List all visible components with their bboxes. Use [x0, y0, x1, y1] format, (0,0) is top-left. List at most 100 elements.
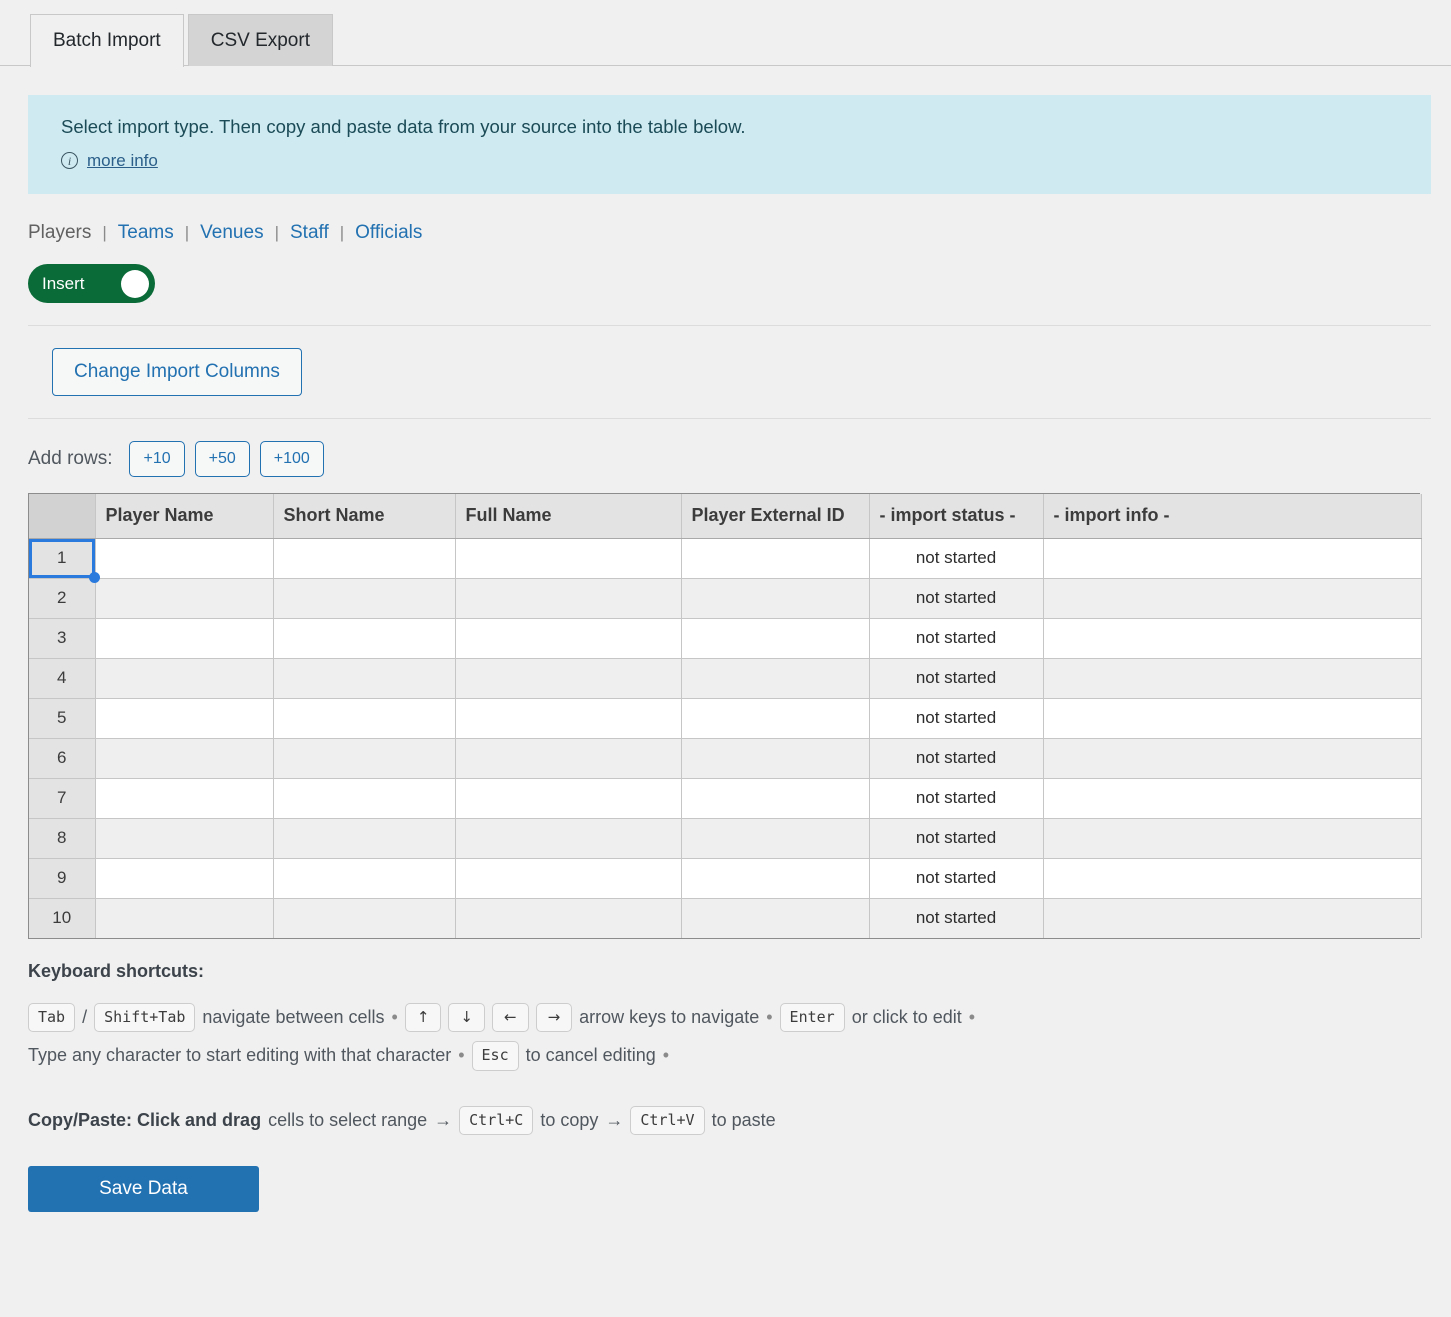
- cell-external-id[interactable]: [681, 818, 870, 859]
- cell-full-name[interactable]: [455, 698, 682, 739]
- cell-external-id[interactable]: [681, 658, 870, 699]
- row-number-cell[interactable]: 7: [29, 778, 96, 819]
- save-data-button[interactable]: Save Data: [28, 1165, 259, 1212]
- cell-player-name[interactable]: [95, 578, 274, 619]
- cell-full-name[interactable]: [455, 738, 682, 779]
- key-shift-tab[interactable]: Shift+Tab: [94, 1003, 196, 1033]
- cell-import-info[interactable]: [1043, 578, 1422, 619]
- cell-short-name[interactable]: [273, 658, 456, 699]
- cell-import-status[interactable]: not started: [869, 858, 1044, 899]
- cell-full-name[interactable]: [455, 858, 682, 899]
- row-number-cell[interactable]: 4: [29, 658, 96, 699]
- cell-player-name[interactable]: [95, 698, 274, 739]
- cell-import-status[interactable]: not started: [869, 578, 1044, 619]
- key-arrow-right[interactable]: →: [535, 1003, 573, 1033]
- row-number-cell[interactable]: 9: [29, 858, 96, 899]
- more-info-link[interactable]: more info: [87, 150, 158, 170]
- cell-player-name[interactable]: [95, 818, 274, 859]
- column-header-player-name[interactable]: Player Name: [95, 494, 274, 539]
- cell-full-name[interactable]: [455, 778, 682, 819]
- cell-short-name[interactable]: [273, 778, 456, 819]
- cell-short-name[interactable]: [273, 578, 456, 619]
- cell-import-status[interactable]: not started: [869, 818, 1044, 859]
- cell-import-status[interactable]: not started: [869, 538, 1044, 579]
- row-number-cell[interactable]: 1: [29, 538, 100, 583]
- column-header-import-info[interactable]: - import info -: [1043, 494, 1422, 539]
- cell-import-info[interactable]: [1043, 618, 1422, 659]
- key-arrow-up[interactable]: ↑: [404, 1003, 442, 1033]
- row-number-cell[interactable]: 3: [29, 618, 96, 659]
- cell-external-id[interactable]: [681, 578, 870, 619]
- cell-external-id[interactable]: [681, 738, 870, 779]
- column-header-short-name[interactable]: Short Name: [273, 494, 456, 539]
- key-arrow-left[interactable]: ←: [491, 1003, 529, 1033]
- nav-item-staff[interactable]: Staff: [290, 222, 329, 243]
- key-esc[interactable]: Esc: [471, 1041, 519, 1071]
- cell-import-status[interactable]: not started: [869, 898, 1044, 938]
- cell-external-id[interactable]: [681, 898, 870, 938]
- cell-import-status[interactable]: not started: [869, 698, 1044, 739]
- tab-csv-export[interactable]: CSV Export: [187, 14, 333, 66]
- row-number-cell[interactable]: 2: [29, 578, 96, 619]
- cell-short-name[interactable]: [273, 818, 456, 859]
- cell-short-name[interactable]: [273, 738, 456, 779]
- change-import-columns-button[interactable]: Change Import Columns: [52, 348, 302, 396]
- cell-external-id[interactable]: [681, 698, 870, 739]
- cell-player-name[interactable]: [95, 858, 274, 899]
- cell-player-name[interactable]: [95, 898, 274, 938]
- column-header-full-name[interactable]: Full Name: [455, 494, 682, 539]
- cell-player-name[interactable]: [95, 618, 274, 659]
- add-rows-50-button[interactable]: +50: [194, 441, 250, 477]
- key-ctrl-v[interactable]: Ctrl+V: [630, 1105, 705, 1135]
- nav-item-teams[interactable]: Teams: [117, 222, 174, 243]
- row-number-cell[interactable]: 6: [29, 738, 96, 779]
- add-rows-100-button[interactable]: +100: [259, 441, 324, 477]
- cell-import-info[interactable]: [1043, 858, 1422, 899]
- cell-short-name[interactable]: [273, 538, 456, 579]
- key-enter[interactable]: Enter: [779, 1003, 845, 1033]
- cell-full-name[interactable]: [455, 898, 682, 938]
- fill-handle-icon[interactable]: [88, 571, 100, 583]
- cell-external-id[interactable]: [681, 858, 870, 899]
- cell-import-info[interactable]: [1043, 818, 1422, 859]
- cell-short-name[interactable]: [273, 698, 456, 739]
- cell-player-name[interactable]: [95, 778, 274, 819]
- cell-short-name[interactable]: [273, 858, 456, 899]
- nav-item-officials[interactable]: Officials: [355, 222, 423, 243]
- cell-full-name[interactable]: [455, 658, 682, 699]
- cell-external-id[interactable]: [681, 778, 870, 819]
- nav-item-venues[interactable]: Venues: [200, 222, 264, 243]
- nav-item-players[interactable]: Players: [28, 222, 92, 243]
- cell-external-id[interactable]: [681, 618, 870, 659]
- column-header-external-id[interactable]: Player External ID: [681, 494, 870, 539]
- cell-import-info[interactable]: [1043, 778, 1422, 819]
- cell-player-name[interactable]: [95, 738, 274, 779]
- cell-full-name[interactable]: [455, 818, 682, 859]
- cell-import-info[interactable]: [1043, 738, 1422, 779]
- key-arrow-down[interactable]: ↓: [448, 1003, 485, 1033]
- row-number-cell[interactable]: 8: [29, 818, 96, 859]
- cell-full-name[interactable]: [455, 538, 682, 579]
- column-header-import-status[interactable]: - import status -: [869, 494, 1044, 539]
- tab-batch-import[interactable]: Batch Import: [30, 14, 184, 67]
- cell-import-info[interactable]: [1043, 698, 1422, 739]
- cell-player-name[interactable]: [95, 538, 274, 579]
- add-rows-10-button[interactable]: +10: [129, 441, 185, 477]
- cell-import-info[interactable]: [1043, 658, 1422, 699]
- cell-player-name[interactable]: [95, 658, 274, 699]
- insert-mode-toggle[interactable]: Insert: [28, 264, 155, 303]
- cell-import-status[interactable]: not started: [869, 778, 1044, 819]
- row-number-cell[interactable]: 5: [29, 698, 96, 739]
- key-ctrl-c[interactable]: Ctrl+C: [459, 1105, 534, 1135]
- cell-import-info[interactable]: [1043, 898, 1422, 938]
- row-number-cell[interactable]: 10: [29, 898, 96, 938]
- cell-external-id[interactable]: [681, 538, 870, 579]
- cell-import-status[interactable]: not started: [869, 618, 1044, 659]
- cell-import-info[interactable]: [1043, 538, 1422, 579]
- cell-import-status[interactable]: not started: [869, 738, 1044, 779]
- cell-import-status[interactable]: not started: [869, 658, 1044, 699]
- grid-corner-cell[interactable]: [29, 494, 96, 539]
- cell-short-name[interactable]: [273, 898, 456, 938]
- cell-short-name[interactable]: [273, 618, 456, 659]
- cell-full-name[interactable]: [455, 618, 682, 659]
